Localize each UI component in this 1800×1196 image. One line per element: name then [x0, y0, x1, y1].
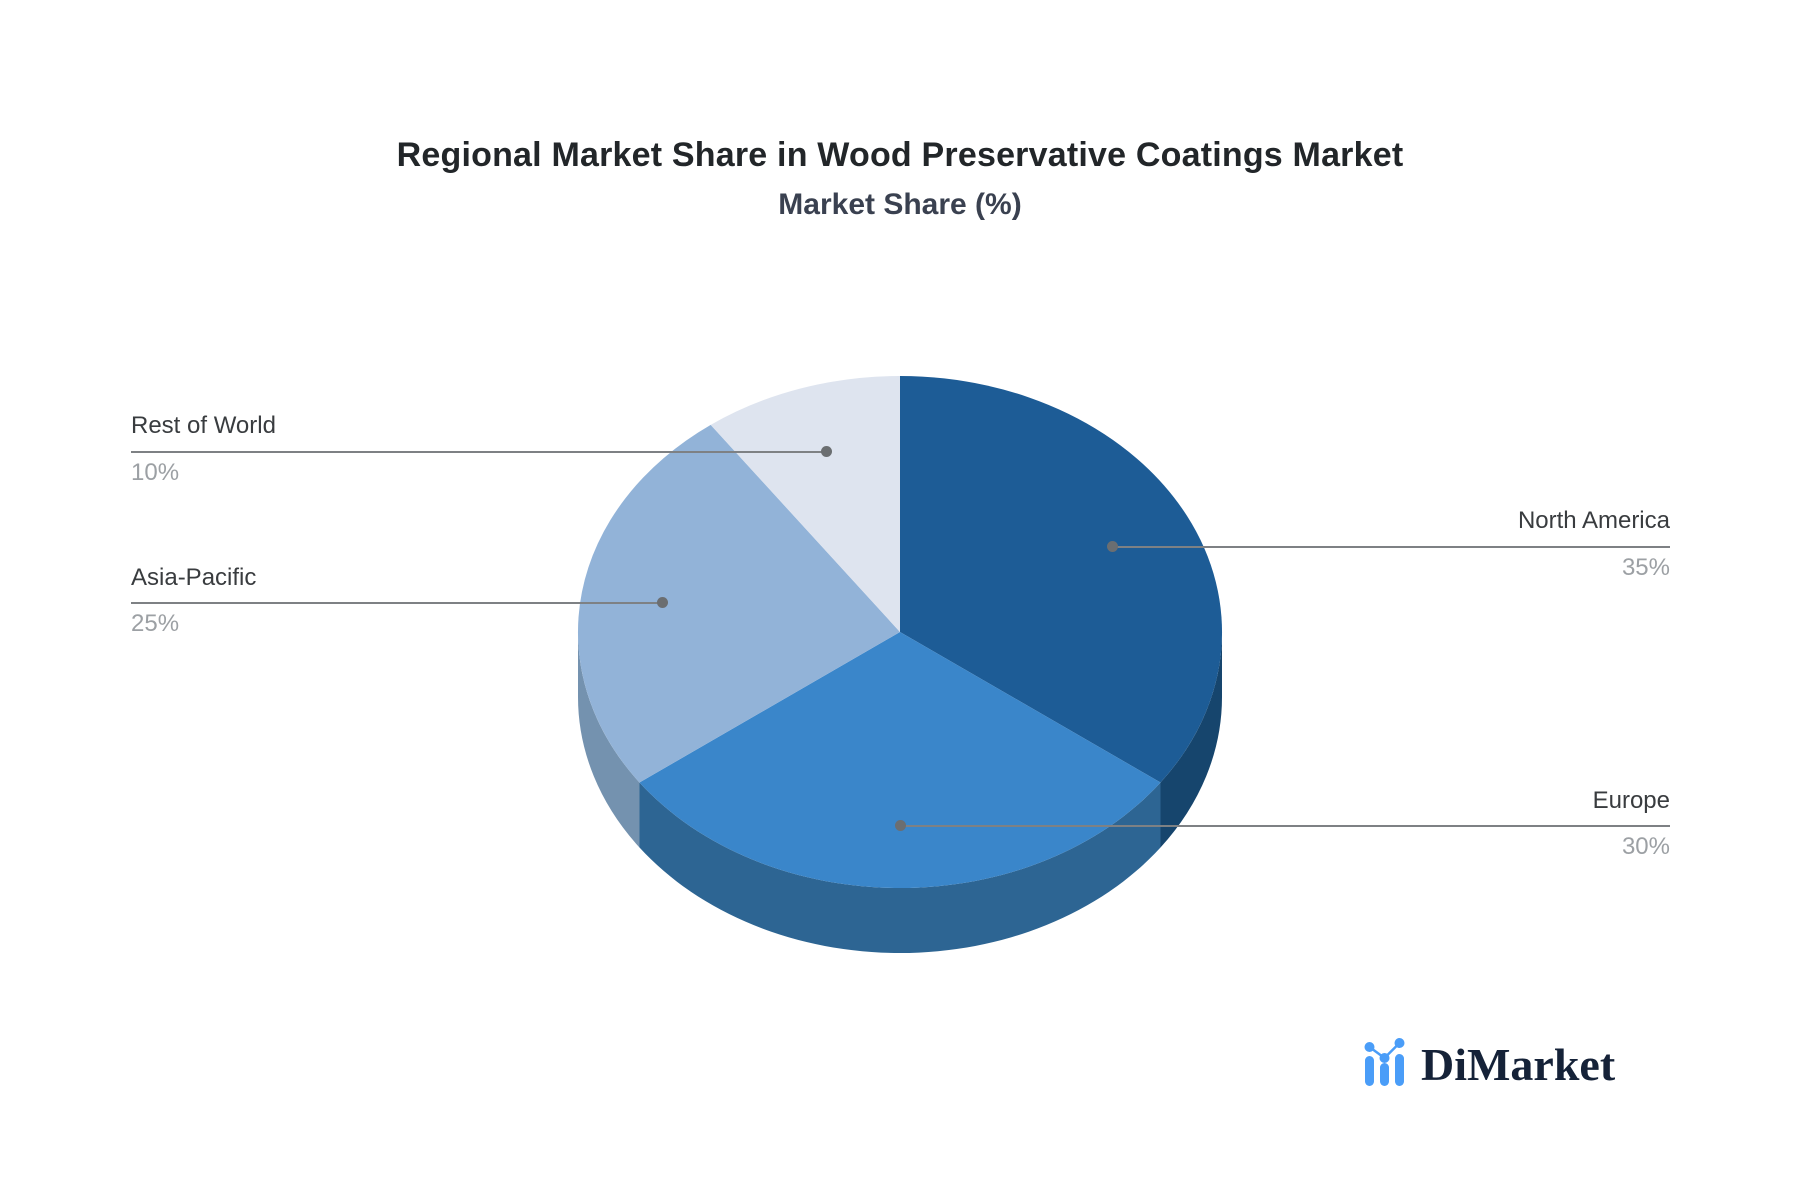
callout-label-europe: Europe [1592, 787, 1670, 814]
leader-dot-north-america [1107, 541, 1118, 552]
leader-line-europe [901, 825, 1670, 827]
brand-logo: DiMarket [1363, 1036, 1615, 1090]
callout-value-asia-pacific: 25% [131, 610, 180, 637]
pie-slice-europe [639, 632, 1161, 889]
callout-label-asia-pacific: Asia-Pacific [131, 564, 257, 591]
leader-dot-asia-pacific [657, 597, 668, 608]
callout-label-north-america: North America [1517, 507, 1670, 534]
pie-side-asia-pacific [577, 632, 640, 848]
leader-line-north-america [1113, 546, 1670, 548]
chart-subtitle: Market Share (%) [778, 188, 1022, 221]
pie-slice-asia-pacific [577, 424, 900, 783]
brand-logo-text: DiMarket [1421, 1039, 1616, 1090]
callout-value-europe: 30% [1621, 833, 1670, 860]
bar-chart-icon [1364, 1038, 1405, 1086]
leader-dot-rest-of-world [821, 446, 832, 457]
callout-value-north-america: 35% [1621, 554, 1670, 581]
callout-label-rest-of-world: Rest of World [131, 412, 276, 439]
pie-side-north-america [1160, 632, 1223, 848]
pie-slice-north-america [900, 376, 1223, 783]
leader-dot-europe [895, 820, 906, 831]
callout-value-rest-of-world: 10% [131, 459, 180, 486]
pie-side-europe [639, 782, 1161, 954]
leader-line-asia-pacific [131, 602, 663, 604]
chart-title: Regional Market Share in Wood Preservati… [396, 136, 1404, 174]
leader-line-rest-of-world [131, 451, 827, 453]
pie-slice-rest-of-world [710, 376, 900, 632]
